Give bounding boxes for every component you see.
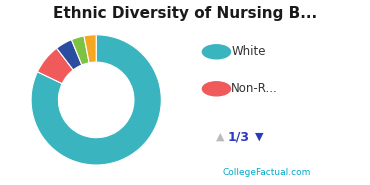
Text: White: White xyxy=(231,45,266,58)
Wedge shape xyxy=(71,36,89,65)
Wedge shape xyxy=(37,48,73,84)
Text: ▼: ▼ xyxy=(255,132,263,142)
Text: ▲: ▲ xyxy=(216,132,224,142)
Wedge shape xyxy=(31,35,161,165)
Wedge shape xyxy=(84,35,96,63)
Wedge shape xyxy=(57,40,82,70)
Text: Ethnic Diversity of Nursing B...: Ethnic Diversity of Nursing B... xyxy=(53,6,317,21)
Text: CollegeFactual.com: CollegeFactual.com xyxy=(222,168,310,176)
Text: 1/3: 1/3 xyxy=(228,130,250,143)
Text: Non-R...: Non-R... xyxy=(231,82,278,95)
